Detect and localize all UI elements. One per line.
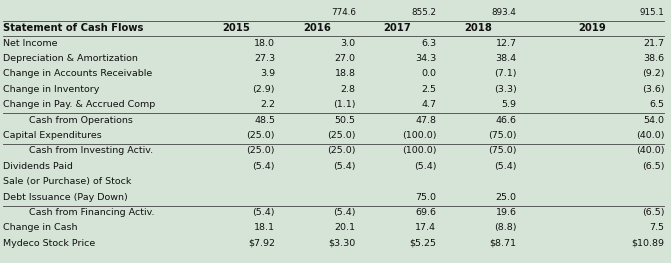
Text: 7.5: 7.5 bbox=[650, 223, 664, 232]
Text: $5.25: $5.25 bbox=[409, 239, 436, 248]
Text: Net Income: Net Income bbox=[3, 39, 58, 48]
Text: 2015: 2015 bbox=[223, 23, 250, 33]
Text: (40.0): (40.0) bbox=[636, 131, 664, 140]
Text: Statement of Cash Flows: Statement of Cash Flows bbox=[3, 23, 144, 33]
Text: 27.3: 27.3 bbox=[254, 54, 275, 63]
Text: (25.0): (25.0) bbox=[327, 146, 356, 155]
Text: Change in Pay. & Accrued Comp: Change in Pay. & Accrued Comp bbox=[3, 100, 156, 109]
Text: 12.7: 12.7 bbox=[496, 39, 517, 48]
Text: $8.71: $8.71 bbox=[490, 239, 517, 248]
Text: Change in Inventory: Change in Inventory bbox=[3, 85, 100, 94]
Text: 25.0: 25.0 bbox=[496, 193, 517, 201]
Text: (3.6): (3.6) bbox=[641, 85, 664, 94]
Text: 75.0: 75.0 bbox=[415, 193, 436, 201]
Text: 19.6: 19.6 bbox=[496, 208, 517, 217]
Text: 47.8: 47.8 bbox=[415, 116, 436, 125]
Text: 915.1: 915.1 bbox=[639, 8, 664, 17]
Text: 21.7: 21.7 bbox=[643, 39, 664, 48]
Text: (2.9): (2.9) bbox=[252, 85, 275, 94]
Text: (5.4): (5.4) bbox=[333, 162, 356, 171]
Text: Cash from Financing Activ.: Cash from Financing Activ. bbox=[17, 208, 154, 217]
Text: 38.6: 38.6 bbox=[643, 54, 664, 63]
Text: 893.4: 893.4 bbox=[492, 8, 517, 17]
Text: 34.3: 34.3 bbox=[415, 54, 436, 63]
Text: 3.0: 3.0 bbox=[340, 39, 356, 48]
Text: 6.3: 6.3 bbox=[421, 39, 436, 48]
Text: 54.0: 54.0 bbox=[643, 116, 664, 125]
Text: 2.8: 2.8 bbox=[341, 85, 356, 94]
Text: 20.1: 20.1 bbox=[335, 223, 356, 232]
Text: 2.5: 2.5 bbox=[421, 85, 436, 94]
Text: Cash from Operations: Cash from Operations bbox=[17, 116, 133, 125]
Text: 0.0: 0.0 bbox=[421, 69, 436, 78]
Text: 50.5: 50.5 bbox=[335, 116, 356, 125]
Text: 855.2: 855.2 bbox=[411, 8, 436, 17]
Text: (3.3): (3.3) bbox=[494, 85, 517, 94]
Text: Cash from Investing Activ.: Cash from Investing Activ. bbox=[17, 146, 153, 155]
Text: 27.0: 27.0 bbox=[335, 54, 356, 63]
Text: (6.5): (6.5) bbox=[641, 208, 664, 217]
Text: (40.0): (40.0) bbox=[636, 146, 664, 155]
Text: (5.4): (5.4) bbox=[413, 162, 436, 171]
Text: 69.6: 69.6 bbox=[415, 208, 436, 217]
Text: 2019: 2019 bbox=[578, 23, 606, 33]
Text: (1.1): (1.1) bbox=[333, 100, 356, 109]
Text: $7.92: $7.92 bbox=[248, 239, 275, 248]
Text: Capital Expenditures: Capital Expenditures bbox=[3, 131, 102, 140]
Text: 18.8: 18.8 bbox=[335, 69, 356, 78]
Text: 18.1: 18.1 bbox=[254, 223, 275, 232]
Text: (5.4): (5.4) bbox=[333, 208, 356, 217]
Text: (25.0): (25.0) bbox=[247, 146, 275, 155]
Text: 4.7: 4.7 bbox=[421, 100, 436, 109]
Text: 38.4: 38.4 bbox=[496, 54, 517, 63]
Text: 17.4: 17.4 bbox=[415, 223, 436, 232]
Text: 46.6: 46.6 bbox=[496, 116, 517, 125]
Text: $3.30: $3.30 bbox=[328, 239, 356, 248]
Text: Dividends Paid: Dividends Paid bbox=[3, 162, 73, 171]
Text: 774.6: 774.6 bbox=[331, 8, 356, 17]
Text: 5.9: 5.9 bbox=[502, 100, 517, 109]
Text: (9.2): (9.2) bbox=[641, 69, 664, 78]
Text: Debt Issuance (Pay Down): Debt Issuance (Pay Down) bbox=[3, 193, 128, 201]
Text: Change in Accounts Receivable: Change in Accounts Receivable bbox=[3, 69, 152, 78]
Text: 2.2: 2.2 bbox=[260, 100, 275, 109]
Text: $10.89: $10.89 bbox=[631, 239, 664, 248]
Text: Depreciation & Amortization: Depreciation & Amortization bbox=[3, 54, 138, 63]
Text: 2016: 2016 bbox=[303, 23, 331, 33]
Text: 2018: 2018 bbox=[464, 23, 492, 33]
Text: (75.0): (75.0) bbox=[488, 146, 517, 155]
Text: (25.0): (25.0) bbox=[327, 131, 356, 140]
Text: 3.9: 3.9 bbox=[260, 69, 275, 78]
Text: (7.1): (7.1) bbox=[494, 69, 517, 78]
Text: (5.4): (5.4) bbox=[252, 162, 275, 171]
Text: (5.4): (5.4) bbox=[252, 208, 275, 217]
Text: 18.0: 18.0 bbox=[254, 39, 275, 48]
Text: (8.8): (8.8) bbox=[494, 223, 517, 232]
Text: (5.4): (5.4) bbox=[494, 162, 517, 171]
Text: (6.5): (6.5) bbox=[641, 162, 664, 171]
Text: Change in Cash: Change in Cash bbox=[3, 223, 78, 232]
Text: (100.0): (100.0) bbox=[402, 146, 436, 155]
Text: (75.0): (75.0) bbox=[488, 131, 517, 140]
Text: 6.5: 6.5 bbox=[650, 100, 664, 109]
Text: 2017: 2017 bbox=[384, 23, 411, 33]
Text: (25.0): (25.0) bbox=[247, 131, 275, 140]
Text: Mydeco Stock Price: Mydeco Stock Price bbox=[3, 239, 95, 248]
Text: (100.0): (100.0) bbox=[402, 131, 436, 140]
Text: Sale (or Purchase) of Stock: Sale (or Purchase) of Stock bbox=[3, 177, 132, 186]
Text: 48.5: 48.5 bbox=[254, 116, 275, 125]
